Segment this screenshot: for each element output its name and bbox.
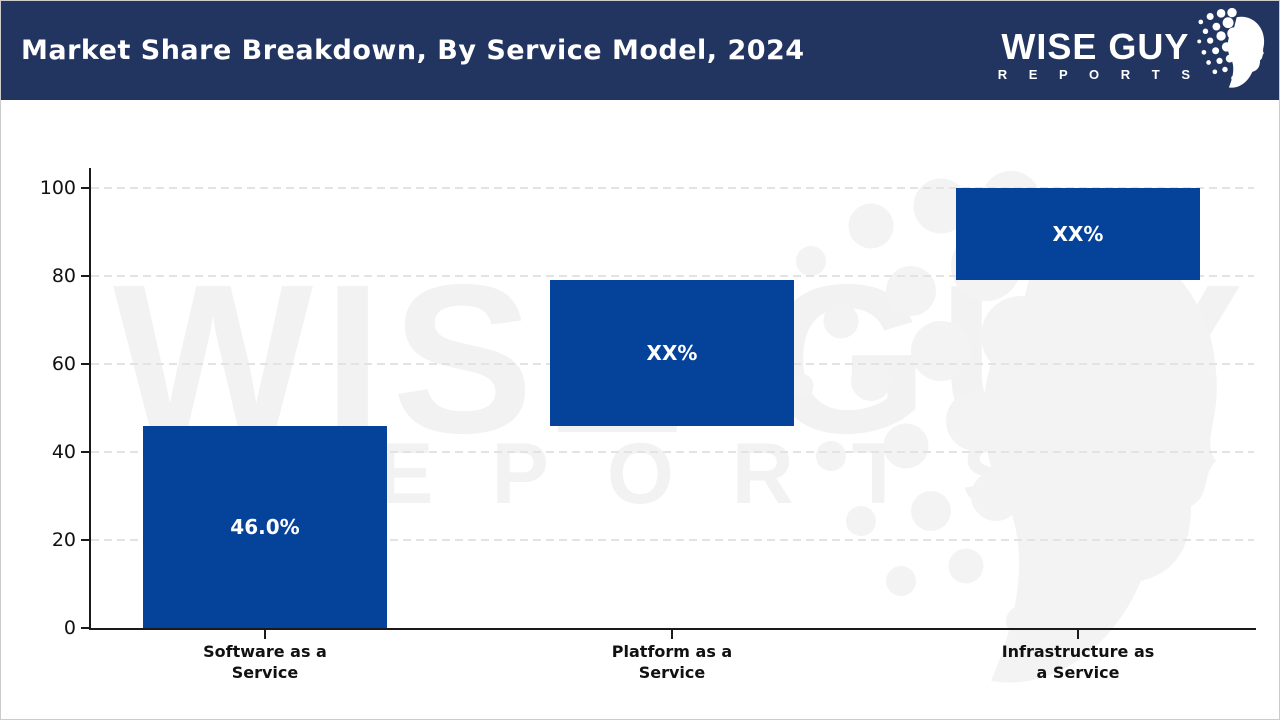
y-axis-label-60: 60 xyxy=(51,353,76,375)
y-axis-tick-100 xyxy=(81,187,90,189)
y-axis-tick-80 xyxy=(81,275,90,277)
category-label: Infrastructure as a Service xyxy=(1001,642,1155,682)
bar-segment[interactable]: 46.0% xyxy=(143,425,387,628)
y-axis-tick-0 xyxy=(81,627,90,629)
bar-segment[interactable]: XX% xyxy=(956,188,1200,281)
x-axis-tick-2 xyxy=(1077,630,1079,639)
y-axis-label-20: 20 xyxy=(51,529,76,551)
gridline-80 xyxy=(91,275,1254,277)
x-axis-tick-0 xyxy=(264,630,266,639)
category-label: Software as a Service xyxy=(203,642,327,682)
y-axis-label-0: 0 xyxy=(63,617,76,639)
logo-wiseguy-text: WISE GUY xyxy=(1001,25,1190,67)
y-axis-tick-40 xyxy=(81,451,90,453)
bar-value-label: 46.0% xyxy=(230,514,300,539)
chart-title: Market Share Breakdown, By Service Model… xyxy=(21,35,805,66)
header-bar: Market Share Breakdown, By Service Model… xyxy=(1,1,1279,100)
logo-face-icon xyxy=(1197,7,1265,88)
bar-segment[interactable]: XX% xyxy=(550,280,794,426)
y-axis-tick-60 xyxy=(81,363,90,365)
gridline-20 xyxy=(91,539,1254,541)
bar-value-label: XX% xyxy=(1052,222,1104,247)
gridline-40 xyxy=(91,451,1254,453)
y-axis-label-40: 40 xyxy=(51,441,76,463)
x-axis-tick-1 xyxy=(671,630,673,639)
x-axis-line xyxy=(89,628,1256,630)
y-axis-label-80: 80 xyxy=(51,265,76,287)
bar-value-label: XX% xyxy=(646,340,698,365)
y-axis-label-100: 100 xyxy=(39,177,76,199)
y-axis-line xyxy=(89,168,91,630)
y-axis-tick-20 xyxy=(81,539,90,541)
gridline-100 xyxy=(91,187,1254,189)
wiseguy-logo: WISE GUY R E P O R T S xyxy=(992,7,1271,93)
logo-reports-text: R E P O R T S xyxy=(997,66,1199,82)
category-label: Platform as a Service xyxy=(611,642,733,682)
